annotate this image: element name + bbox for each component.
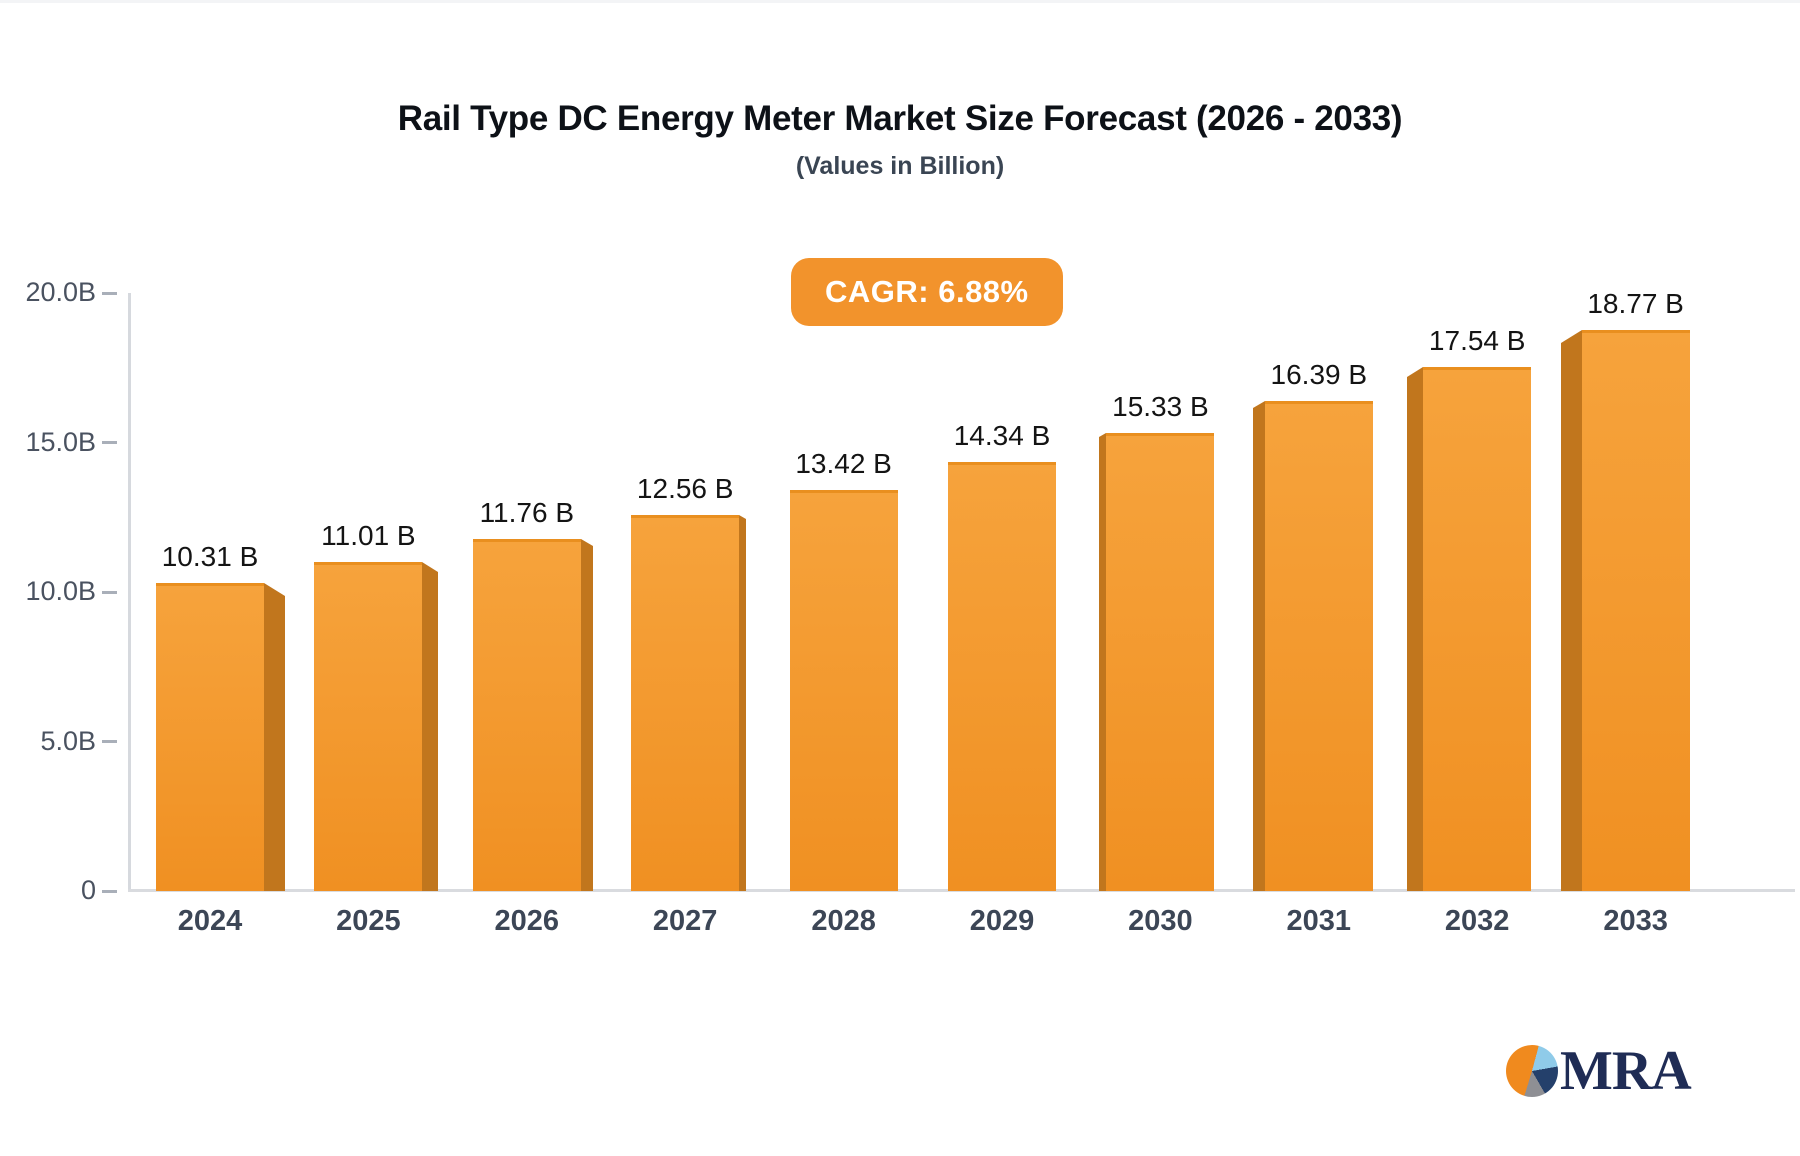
bar [314,562,422,891]
bar-value-label: 11.76 B [479,497,575,528]
bar [631,515,739,891]
bar-side-face [739,515,746,891]
y-tick-label: 20.0B [25,277,96,307]
bar-value-label: 11.01 B [321,520,416,551]
bar-value-label: 17.54 B [1428,325,1526,356]
y-tick-dash [102,889,117,893]
y-tick-label: 15.0B [25,426,96,457]
bar-side-face [1407,367,1423,891]
bar-side-face [422,562,438,891]
bar-side-face [264,583,285,891]
bar-value-label: 14.34 B [953,420,1051,451]
x-tick-label: 2031 [1286,905,1352,937]
logo-text: MRA [1560,1040,1692,1102]
y-tick-dash [102,291,117,295]
bar [1423,367,1531,891]
y-tick-label: 10.0B [25,576,96,606]
mra-logo: MRA [1506,1040,1692,1102]
bar-value-label: 10.31 B [161,541,259,572]
x-tick-label: 2029 [969,905,1035,937]
y-tick-label: 0 [80,875,96,905]
y-tick-dash [102,441,117,444]
x-tick-label: 2027 [652,905,718,937]
x-tick-label: 2026 [494,905,560,937]
x-tick-label: 2028 [811,905,876,937]
x-tick-label: 2033 [1603,905,1668,937]
bar-value-label: 18.77 B [1587,288,1684,319]
cagr-badge: CAGR: 6.88% [791,258,1063,326]
bar [1582,330,1690,891]
pie-chart-logo-icon [1506,1045,1558,1097]
x-tick-label: 2025 [336,905,401,937]
y-tick-dash [102,590,117,594]
bar-side-face [1561,330,1582,891]
bar-side-face [1253,401,1265,891]
x-tick-label: 2032 [1444,905,1510,937]
bar-side-face [581,539,593,891]
x-tick-label: 2030 [1128,905,1193,937]
chart-title: Rail Type DC Energy Meter Market Size Fo… [397,99,1403,138]
bar-value-label: 15.33 B [1112,391,1209,422]
chart-subtitle: (Values in Billion) [795,152,1005,180]
bar [1106,433,1214,891]
bar [790,490,898,891]
y-axis-line [128,293,131,891]
bar [473,539,581,891]
bar [948,462,1056,891]
bar [1265,401,1373,891]
y-tick-label: 5.0B [40,725,96,756]
bar-side-face [1099,433,1106,891]
plot-area: 20.0B 15.0B 10.0B 5.0B 0 10.31 B 2024 11.01 B 20… [0,277,1800,937]
x-tick-label: 2024 [177,905,243,937]
bar-value-label: 12.56 B [636,473,734,504]
bar-value-label: 16.39 B [1270,359,1368,390]
y-tick-dash [102,740,117,743]
bar [156,583,264,891]
bar-value-label: 13.42 B [795,448,892,479]
